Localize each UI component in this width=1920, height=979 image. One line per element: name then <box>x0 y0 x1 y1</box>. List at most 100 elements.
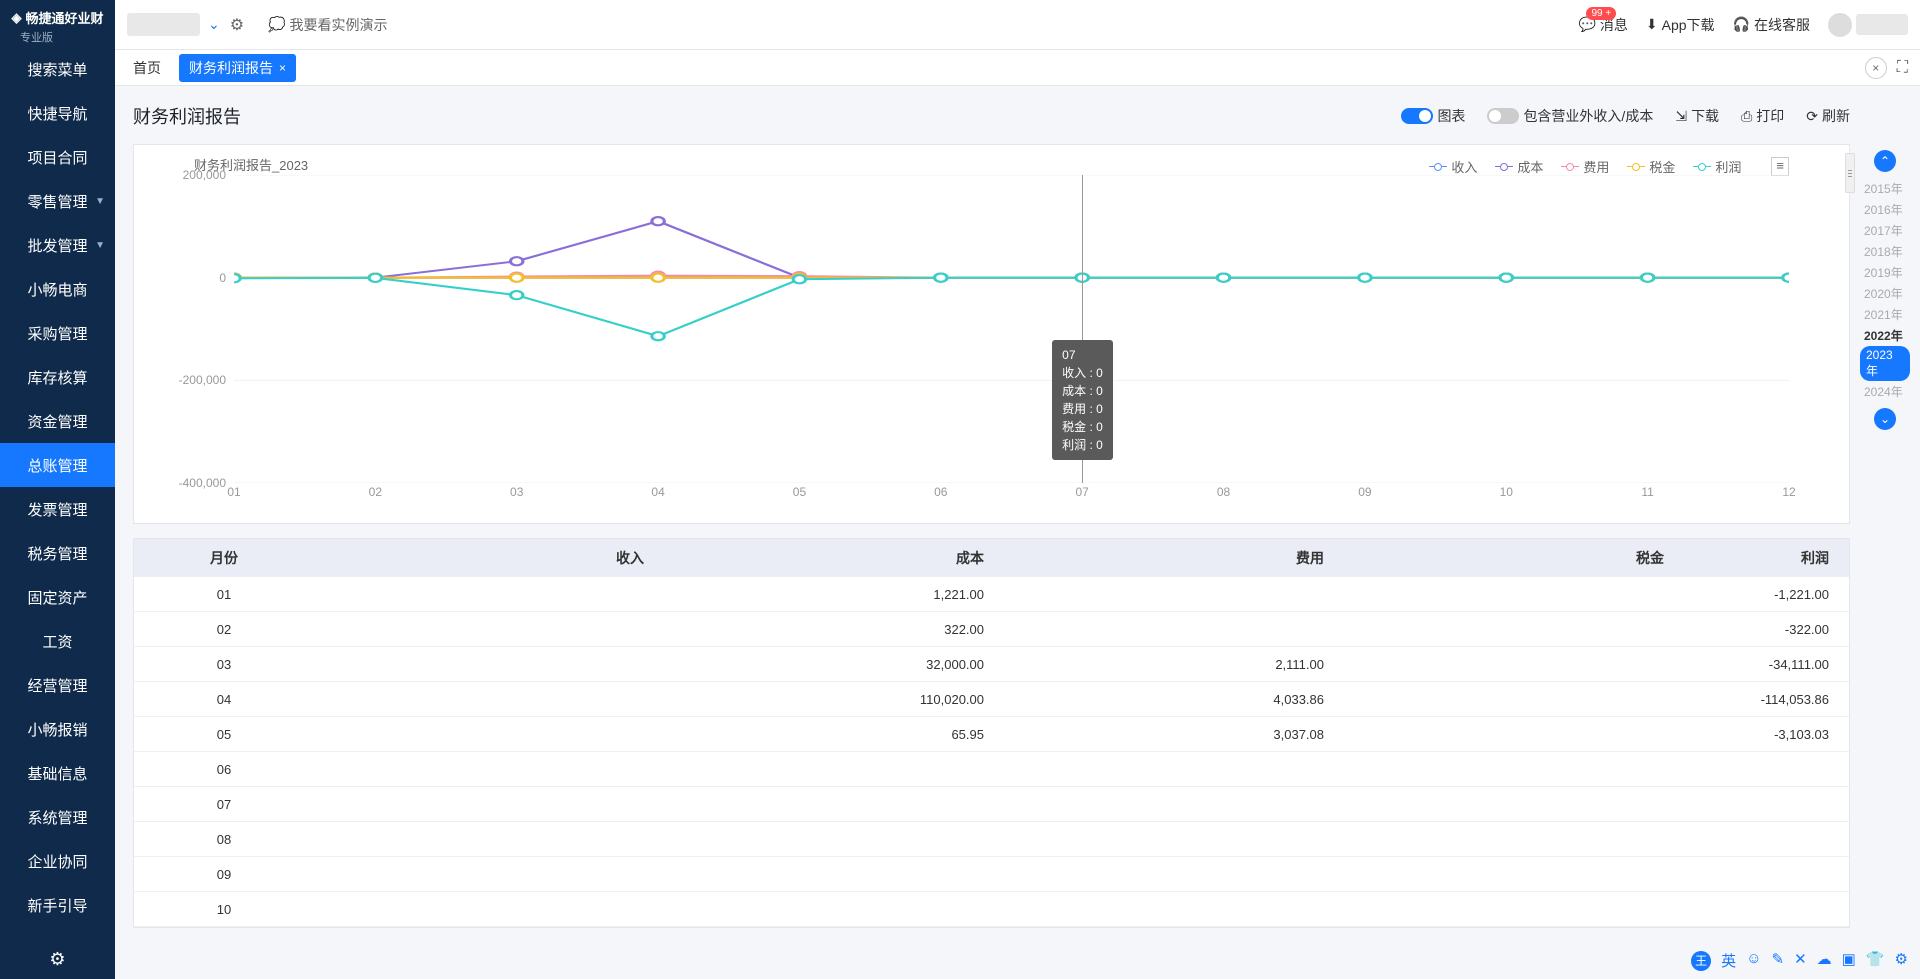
avatar <box>1828 13 1852 37</box>
chart-menu-icon[interactable]: ≡ <box>1771 157 1789 176</box>
legend-item[interactable]: 税金 <box>1627 157 1675 176</box>
table-row: 09 <box>134 857 1849 892</box>
ime-wang-icon[interactable]: 王 <box>1691 951 1711 971</box>
sidebar-item[interactable]: 固定资产 <box>0 575 115 619</box>
sidebar-item[interactable]: 采购管理 <box>0 311 115 355</box>
org-settings-icon[interactable]: ⚙ <box>230 15 244 35</box>
settings-gear-icon[interactable]: ⚙ <box>0 939 115 979</box>
service-label: 在线客服 <box>1754 15 1810 35</box>
table-row: 0332,000.002,111.00-34,111.00 <box>134 647 1849 682</box>
sidebar-item[interactable]: 系统管理 <box>0 795 115 839</box>
cloud-icon: 💭 <box>268 16 285 33</box>
year-option[interactable]: 2016年 <box>1860 199 1910 220</box>
year-up-button[interactable]: ⌃ <box>1874 150 1896 172</box>
message-button[interactable]: 💬 99 + 消息 <box>1578 15 1627 35</box>
ime-button[interactable]: ▣ <box>1842 950 1856 971</box>
year-option[interactable]: 2017年 <box>1860 220 1910 241</box>
table-col-header: 收入 <box>314 548 664 568</box>
download-button[interactable]: ⬇App下载 <box>1646 15 1715 35</box>
table-row: 06 <box>134 752 1849 787</box>
sidebar-item[interactable]: 搜索菜单 <box>0 47 115 91</box>
table-col-header: 费用 <box>1004 548 1344 568</box>
tab-home[interactable]: 首页 <box>133 50 161 85</box>
sidebar-item[interactable]: 经营管理 <box>0 663 115 707</box>
year-option[interactable]: 2015年 <box>1860 178 1910 199</box>
org-name <box>127 13 200 36</box>
sidebar-item[interactable]: 库存核算 <box>0 355 115 399</box>
legend-marker <box>1693 163 1711 171</box>
table-body: 011,221.00-1,221.0002322.00-322.000332,0… <box>134 577 1849 927</box>
sidebar-item[interactable]: 发票管理 <box>0 487 115 531</box>
year-option[interactable]: 2018年 <box>1860 241 1910 262</box>
topbar: ⌄ ⚙ 💭 我要看实例演示 💬 99 + 消息 ⬇App下载 🎧在线客服 <box>115 0 1920 50</box>
year-option[interactable]: 2020年 <box>1860 283 1910 304</box>
sidebar-item[interactable]: 小畅电商 <box>0 267 115 311</box>
refresh-button[interactable]: ⟳刷新 <box>1806 106 1850 126</box>
panel-collapse-handle[interactable] <box>1845 153 1855 193</box>
ime-button[interactable]: ⚙ <box>1895 950 1908 971</box>
demo-link[interactable]: 💭 我要看实例演示 <box>268 15 387 35</box>
sidebar-item[interactable]: 小畅报销 <box>0 707 115 751</box>
data-table: 月份收入成本费用税金利润 011,221.00-1,221.0002322.00… <box>133 538 1850 928</box>
year-option[interactable]: 2022年 <box>1860 325 1910 346</box>
chart-toggle[interactable]: 图表 <box>1401 106 1465 126</box>
table-col-header: 成本 <box>664 548 1004 568</box>
sidebar-item[interactable]: 基础信息 <box>0 751 115 795</box>
ime-button[interactable]: ✕ <box>1794 950 1807 971</box>
year-option[interactable]: 2019年 <box>1860 262 1910 283</box>
table-head: 月份收入成本费用税金利润 <box>134 539 1849 577</box>
page-title: 财务利润报告 <box>133 103 241 129</box>
sidebar-item[interactable]: 资金管理 <box>0 399 115 443</box>
sidebar-item[interactable]: 新手引导 <box>0 883 115 927</box>
table-row: 02322.00-322.00 <box>134 612 1849 647</box>
page-content: 财务利润报告 图表 包含营业外收入/成本 ⇲下载 ⎙打印 ⟳刷新 财务利润报告_… <box>115 86 1920 979</box>
close-icon[interactable]: × <box>279 61 286 75</box>
legend-item[interactable]: 成本 <box>1495 157 1543 176</box>
year-option[interactable]: 2021年 <box>1860 304 1910 325</box>
close-all-button[interactable]: × <box>1865 57 1887 79</box>
ime-button[interactable]: ☁ <box>1817 950 1832 971</box>
download-label: App下载 <box>1662 15 1715 35</box>
org-selector[interactable]: ⌄ <box>127 13 220 36</box>
sidebar-item[interactable]: 企业协同 <box>0 839 115 883</box>
sidebar-item[interactable]: 项目合同 <box>0 135 115 179</box>
year-option[interactable]: 2024年 <box>1860 381 1910 402</box>
ime-button[interactable]: 英 <box>1721 950 1736 971</box>
download-button[interactable]: ⇲下载 <box>1675 106 1719 126</box>
year-down-button[interactable]: ⌄ <box>1874 408 1896 430</box>
ime-button[interactable]: 👕 <box>1866 950 1885 971</box>
sidebar-item[interactable]: 批发管理▼ <box>0 223 115 267</box>
fullscreen-icon[interactable]: ⛶ <box>1897 59 1908 77</box>
year-option[interactable]: 2023年 <box>1860 346 1910 381</box>
sidebar-item[interactable]: 零售管理▼ <box>0 179 115 223</box>
brand-text: 畅捷通好业财 <box>25 8 103 27</box>
username <box>1856 14 1908 35</box>
table-col-header: 月份 <box>134 548 314 568</box>
chevron-down-icon: ▼ <box>95 240 105 251</box>
print-button[interactable]: ⎙打印 <box>1741 106 1784 126</box>
chevron-down-icon: ▼ <box>95 196 105 207</box>
extra-toggle[interactable]: 包含营业外收入/成本 <box>1487 106 1653 126</box>
print-icon: ⎙ <box>1741 108 1752 125</box>
legend-item[interactable]: 收入 <box>1429 157 1477 176</box>
table-col-header: 税金 <box>1344 548 1684 568</box>
ime-bar: 王 英 ☺ ✎ ✕ ☁ ▣ 👕 ⚙ <box>1685 948 1914 973</box>
refresh-icon: ⟳ <box>1806 108 1818 125</box>
sidebar-item[interactable]: 税务管理 <box>0 531 115 575</box>
legend-item[interactable]: 利润 <box>1693 157 1741 176</box>
ime-button[interactable]: ✎ <box>1772 950 1785 971</box>
legend-item[interactable]: 费用 <box>1561 157 1609 176</box>
sidebar-item[interactable]: 工资 <box>0 619 115 663</box>
user-menu[interactable] <box>1828 13 1908 37</box>
tab-report[interactable]: 财务利润报告 × <box>179 54 296 82</box>
legend-marker <box>1429 163 1447 171</box>
table-row: 011,221.00-1,221.00 <box>134 577 1849 612</box>
chart-legend: 收入成本费用税金利润 ≡ <box>1429 157 1789 176</box>
sidebar-item[interactable]: 快捷导航 <box>0 91 115 135</box>
table-row: 04110,020.004,033.86-114,053.86 <box>134 682 1849 717</box>
service-button[interactable]: 🎧在线客服 <box>1733 15 1810 35</box>
ime-button[interactable]: ☺ <box>1746 950 1761 971</box>
sidebar-item[interactable]: 总账管理 <box>0 443 115 487</box>
table-row: 07 <box>134 787 1849 822</box>
table-row: 0565.953,037.08-3,103.03 <box>134 717 1849 752</box>
